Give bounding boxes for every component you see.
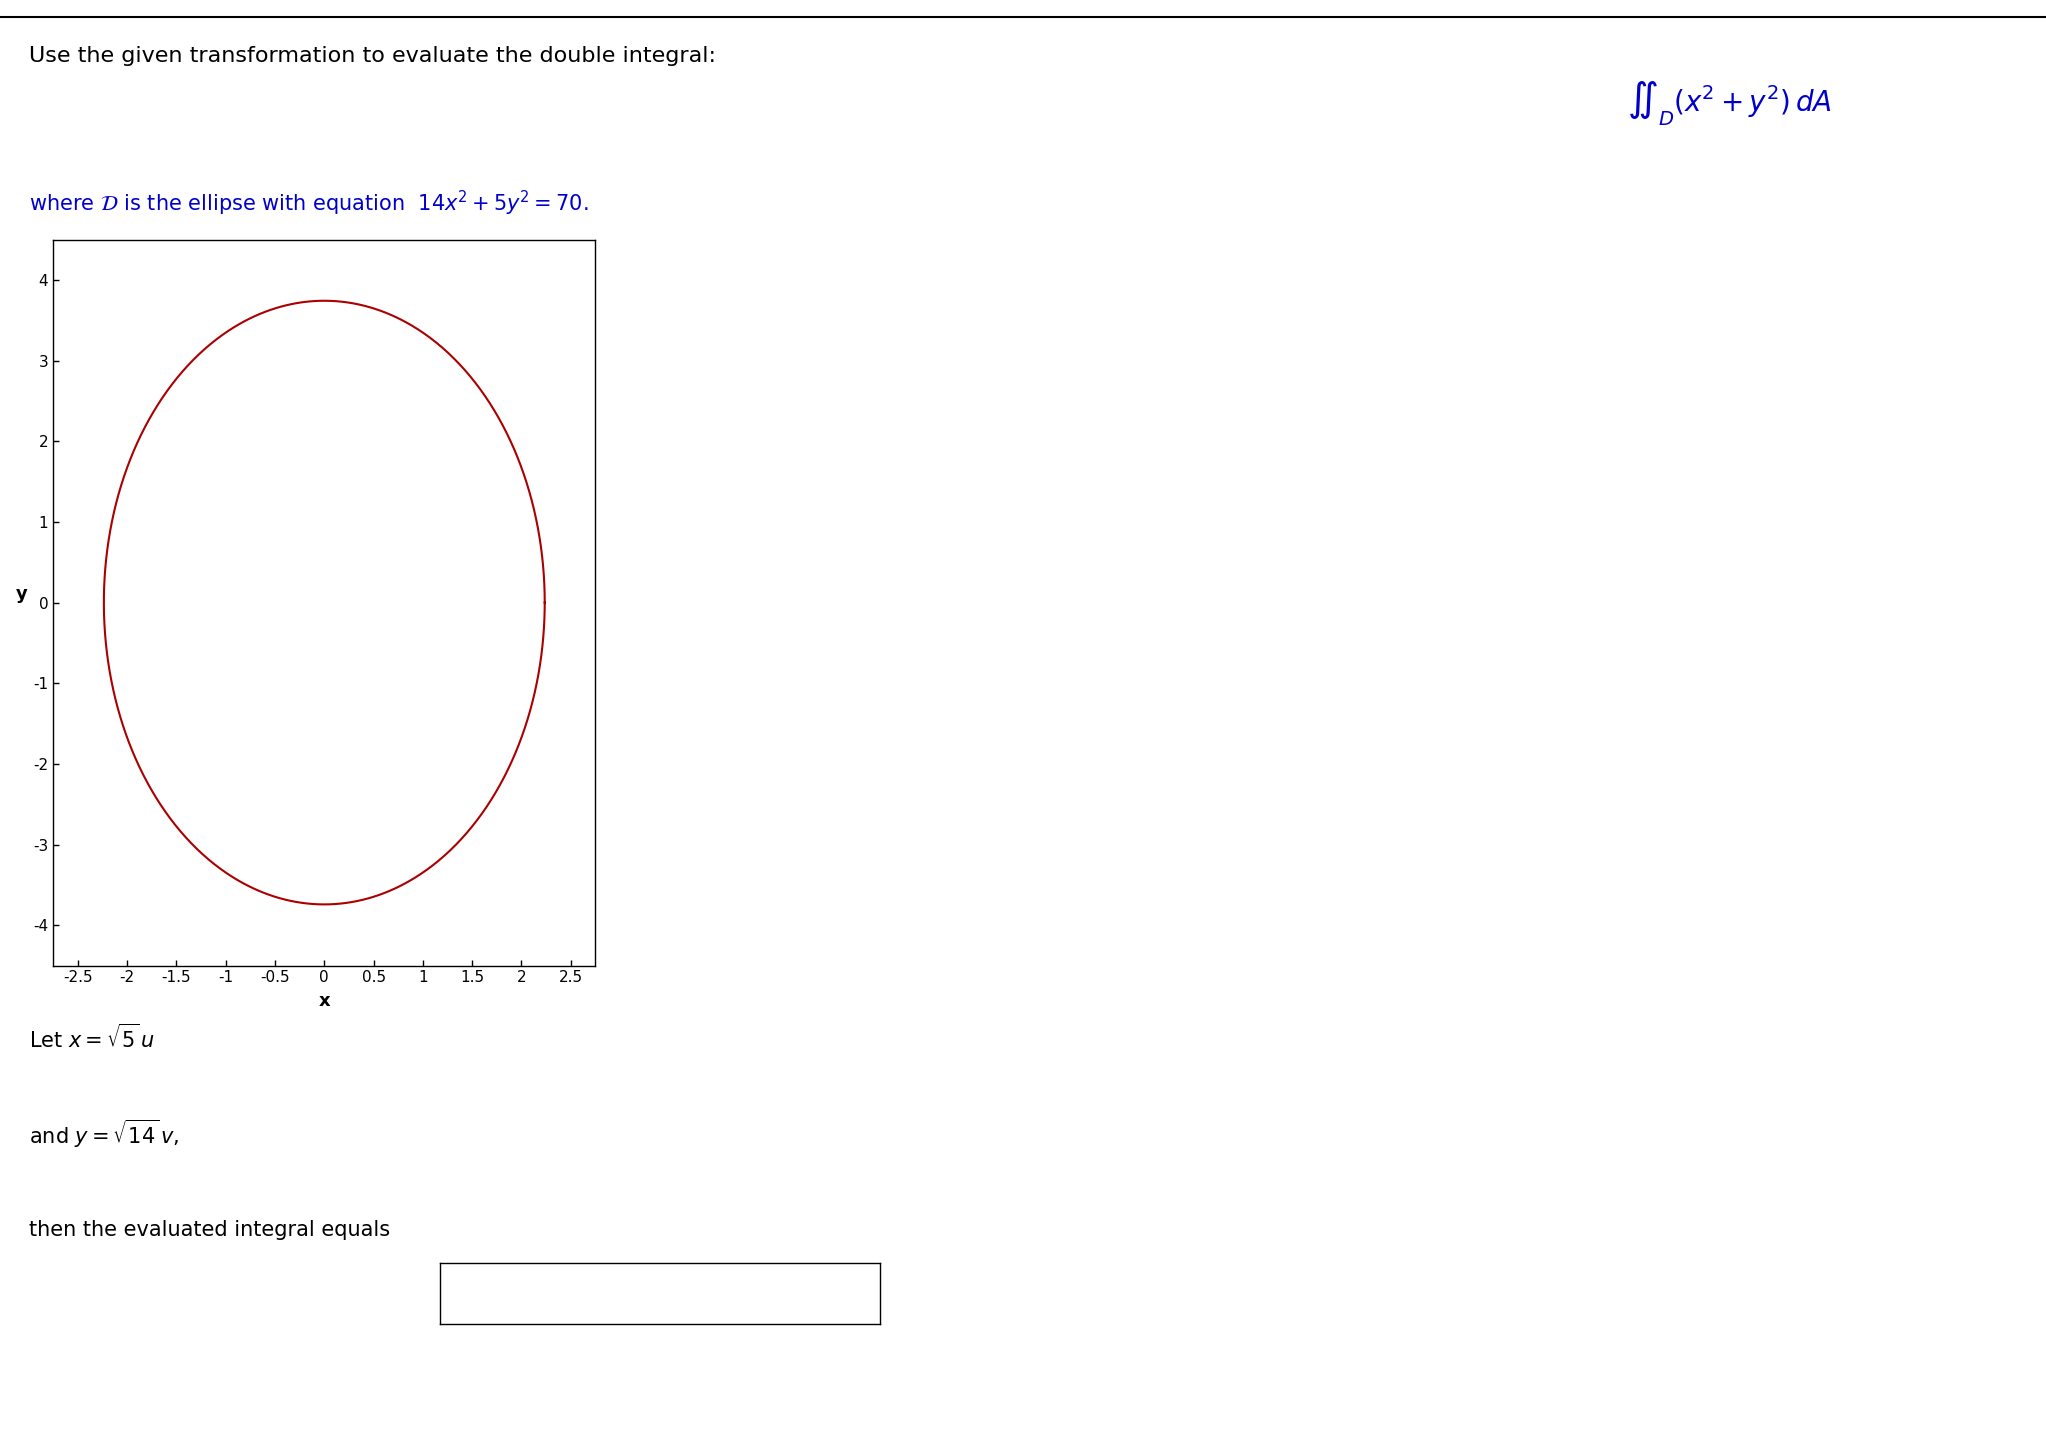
- Text: where $\mathcal{D}$ is the ellipse with equation  $14x^2 + 5y^2 = 70$.: where $\mathcal{D}$ is the ellipse with …: [29, 189, 587, 218]
- Y-axis label: y: y: [16, 585, 29, 603]
- Text: then the evaluated integral equals: then the evaluated integral equals: [29, 1220, 391, 1240]
- Text: Let $x = \sqrt{5}\, u$: Let $x = \sqrt{5}\, u$: [29, 1024, 155, 1053]
- Text: Use the given transformation to evaluate the double integral:: Use the given transformation to evaluate…: [29, 46, 716, 67]
- X-axis label: x: x: [319, 992, 329, 1011]
- Text: $\iint_{D} (x^2 + y^2)\, dA$: $\iint_{D} (x^2 + y^2)\, dA$: [1627, 80, 1831, 128]
- Text: and $y = \sqrt{14}\, v,$: and $y = \sqrt{14}\, v,$: [29, 1118, 180, 1150]
